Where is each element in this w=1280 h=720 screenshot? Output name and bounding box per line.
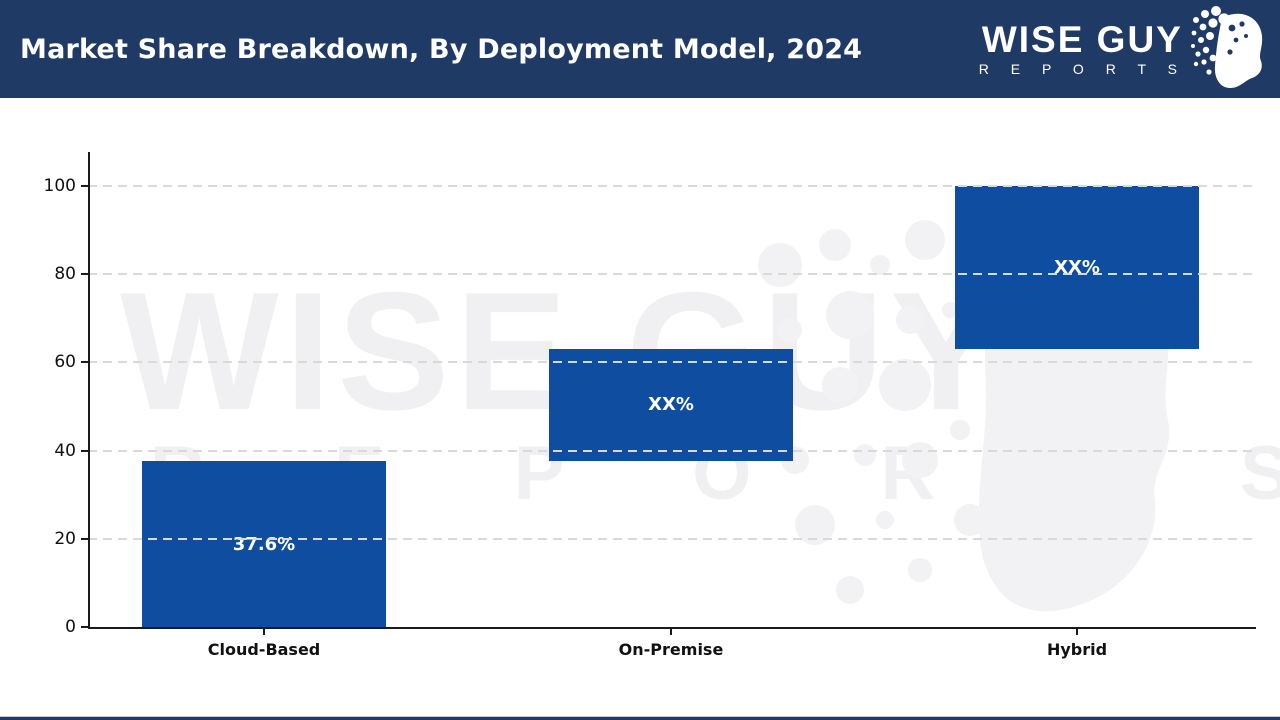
gridline-y80 [88, 273, 1256, 276]
y-tick-mark [81, 273, 88, 276]
gridline-y60 [88, 361, 1256, 364]
gridline-y100 [88, 185, 1256, 187]
brand-logo-subtext: R E P O R T S [978, 60, 1186, 77]
y-tick-label: 20 [54, 528, 76, 549]
brand-head-icon [1191, 6, 1263, 89]
footer-divider [0, 716, 1280, 717]
y-tick-label: 100 [43, 176, 76, 196]
gridline-y40 [88, 449, 1256, 452]
bar-segment-hybrid: XX% [955, 186, 1199, 349]
x-tick-mark [263, 629, 265, 635]
y-tick-mark [81, 449, 88, 452]
x-category-label: Hybrid [1046, 640, 1108, 659]
y-tick-mark [81, 626, 88, 628]
x-tick-mark [1076, 629, 1078, 635]
bar-value-label: 37.6% [232, 533, 296, 555]
y-tick-mark [81, 185, 88, 187]
x-tick-mark [670, 629, 672, 635]
y-tick-mark [81, 361, 88, 364]
y-tick-label: 60 [54, 352, 76, 373]
x-category-label: On-Premise [618, 640, 724, 659]
y-axis-line [88, 152, 90, 629]
brand-logo: WISE GUY R E P O R T S [979, 6, 1266, 92]
y-tick-label: 40 [54, 440, 76, 461]
y-tick-mark [81, 537, 88, 540]
bar-segment-on-premise: XX% [549, 348, 793, 462]
chart-title: Market Share Breakdown, By Deployment Mo… [20, 33, 863, 65]
header-band: Market Share Breakdown, By Deployment Mo… [0, 0, 1280, 98]
y-tick-label: 80 [54, 264, 76, 285]
x-category-label: Cloud-Based [207, 640, 321, 659]
bar-segment-cloud-based: 37.6% [142, 461, 386, 627]
y-tick-label: 0 [65, 617, 76, 637]
brand-logo-wordmark: WISE GUY [981, 18, 1183, 60]
x-axis-line [88, 627, 1256, 629]
bar-value-label: XX% [648, 394, 694, 416]
gridline-y20 [88, 537, 1256, 540]
footer-accent-bar [0, 717, 1280, 720]
